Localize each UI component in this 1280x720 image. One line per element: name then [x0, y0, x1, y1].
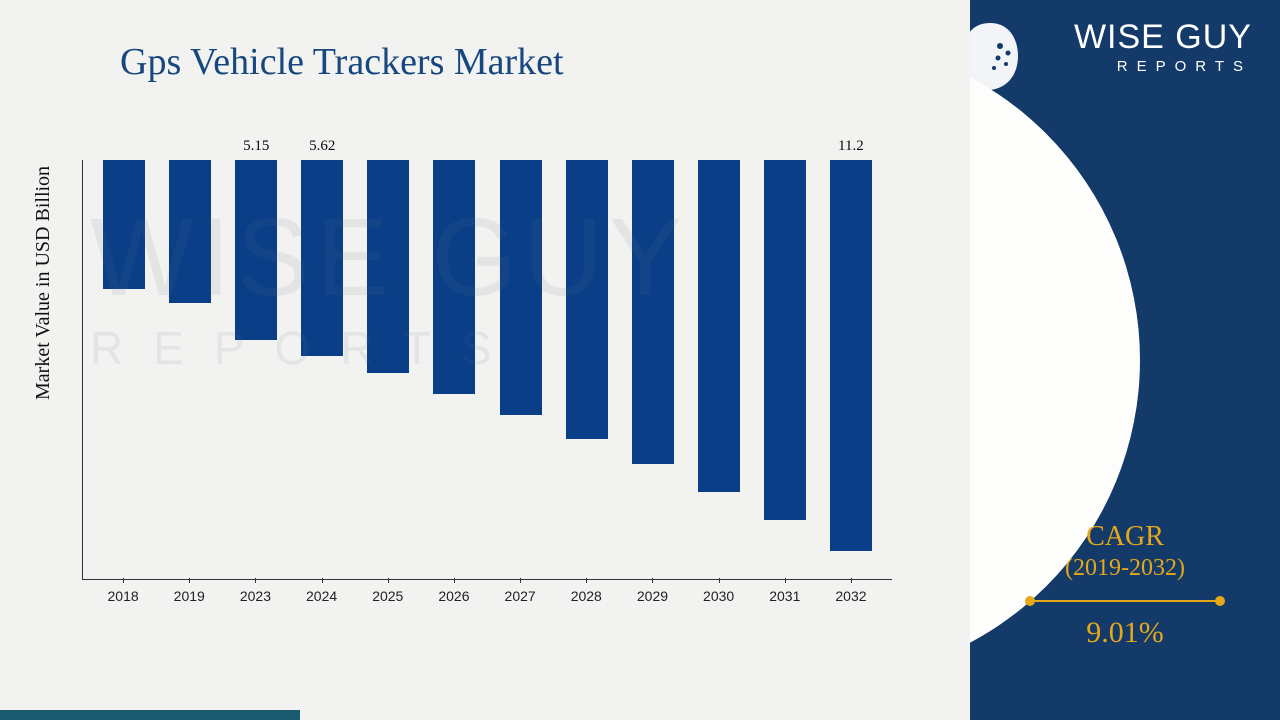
- x-tick-label: 2025: [355, 582, 421, 604]
- brand-sub: REPORTS: [1074, 58, 1252, 75]
- bar-slot: [554, 160, 620, 579]
- bar-slot: [620, 160, 686, 579]
- cagr-box: CAGR (2019-2032) 9.01%: [1010, 521, 1240, 650]
- x-tick-label: 2031: [752, 582, 818, 604]
- chart-title: Gps Vehicle Trackers Market: [120, 40, 564, 84]
- cagr-label: CAGR: [1010, 521, 1240, 553]
- x-tick-label: 2028: [553, 582, 619, 604]
- x-tick-label: 2024: [289, 582, 355, 604]
- cagr-period: (2019-2032): [1010, 555, 1240, 582]
- bar: 5.15: [235, 160, 277, 340]
- cagr-divider: [1030, 600, 1220, 602]
- bar-slot: [421, 160, 487, 579]
- x-tick-label: 2027: [487, 582, 553, 604]
- bar-value-label: 11.2: [838, 138, 864, 155]
- cagr-value: 9.01%: [1010, 616, 1240, 650]
- bar-slot: [355, 160, 421, 579]
- bar: [367, 160, 409, 373]
- bar: [500, 160, 542, 415]
- bar-value-label: 5.62: [309, 138, 335, 155]
- bar-slot: 11.2: [818, 160, 884, 579]
- bar: [764, 160, 806, 520]
- bars-container: 5.15 5.62 11.2: [83, 160, 892, 579]
- page-root: WISE GUY REPORTS WISE GUY REPORTS Gps Ve…: [0, 0, 1280, 720]
- y-axis-label: Market Value in USD Billion: [32, 166, 55, 400]
- bottom-strip: [0, 710, 300, 720]
- bar-value-label: 5.15: [243, 138, 269, 155]
- bar-slot: 5.62: [289, 160, 355, 579]
- bar-slot: [752, 160, 818, 579]
- chart-area: WISE GUY REPORTS Gps Vehicle Trackers Ma…: [0, 0, 970, 720]
- x-tick-label: 2030: [686, 582, 752, 604]
- bar-slot: [686, 160, 752, 579]
- bar: [698, 160, 740, 492]
- x-tick-label: 2026: [421, 582, 487, 604]
- brand-logo: WISE GUY REPORTS: [1074, 20, 1252, 75]
- bar-slot: [91, 160, 157, 579]
- bar-slot: [157, 160, 223, 579]
- bar: 5.62: [301, 160, 343, 356]
- x-ticks: 2018201920232024202520262027202820292030…: [82, 582, 892, 604]
- plot-region: 5.15 5.62 11.2: [82, 160, 892, 580]
- x-tick-label: 2032: [818, 582, 884, 604]
- bar: [566, 160, 608, 439]
- x-tick-label: 2019: [156, 582, 222, 604]
- x-tick-label: 2023: [222, 582, 288, 604]
- bar: [433, 160, 475, 394]
- bar-slot: [487, 160, 553, 579]
- bar-slot: 5.15: [223, 160, 289, 579]
- x-tick-label: 2018: [90, 582, 156, 604]
- brand-name: WISE GUY: [1074, 20, 1252, 54]
- x-tick-label: 2029: [619, 582, 685, 604]
- bar: [169, 160, 211, 303]
- bar: 11.2: [830, 160, 872, 551]
- bar: [632, 160, 674, 464]
- bar: [103, 160, 145, 289]
